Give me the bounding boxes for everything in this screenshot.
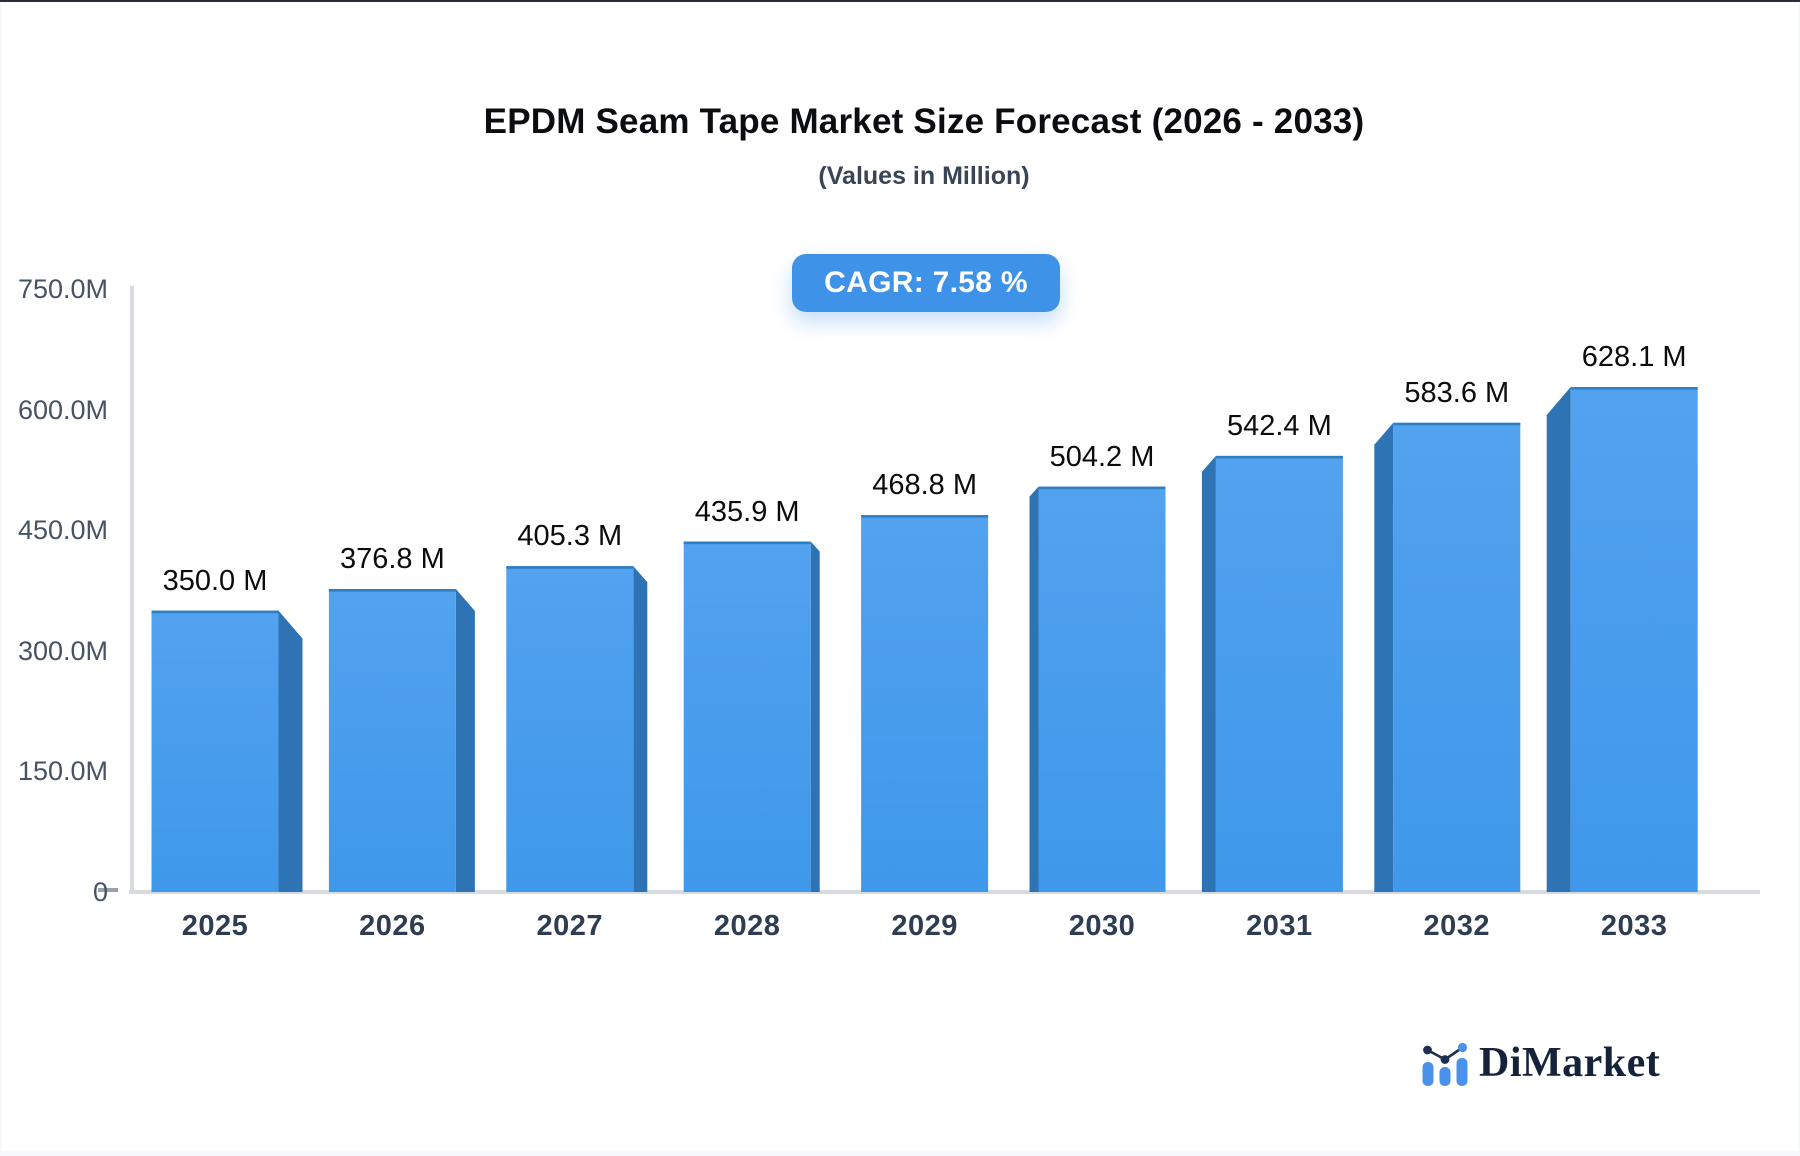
- bar-2032: [1393, 422, 1521, 892]
- bar-2026: [328, 589, 456, 892]
- bar-side-2028: [810, 541, 820, 892]
- x-category-label-2028: 2028: [713, 910, 781, 942]
- bar-side-2027: [633, 566, 648, 892]
- bar-side-2030: [1029, 486, 1039, 892]
- chart-subtitle: (Values in Million): [818, 162, 1030, 190]
- bar-value-label-2027: 405.3 M: [517, 520, 623, 553]
- y-tick-label-750: 750.0M: [17, 274, 108, 304]
- dimarket-logo: DiMarket: [1422, 1040, 1660, 1086]
- bar-value-label-2032: 583.6 M: [1404, 376, 1510, 409]
- bar-value-label-2031: 542.4 M: [1226, 409, 1332, 442]
- bar-side-2032: [1374, 422, 1394, 892]
- mini-bar-chart-trend-icon: [1422, 1042, 1468, 1086]
- y-tick-label-450: 450.0M: [17, 515, 108, 546]
- x-category-label-2031: 2031: [1246, 910, 1313, 942]
- x-category-label-2032: 2032: [1423, 910, 1491, 942]
- bar-value-label-2030: 504.2 M: [1049, 440, 1155, 473]
- y-tick-label-150: 150.0M: [17, 756, 108, 787]
- y-tick-label-600: 600.0M: [17, 394, 108, 425]
- x-category-label-2029: 2029: [891, 910, 958, 942]
- chart-title: EPDM Seam Tape Market Size Forecast (202…: [483, 102, 1365, 141]
- x-category-label-2027: 2027: [536, 910, 604, 942]
- top-border: [0, 0, 1800, 2]
- bar-2027: [506, 566, 634, 892]
- zero-tick: [98, 888, 118, 892]
- x-category-label-2025: 2025: [181, 910, 249, 942]
- bar-2030: [1038, 486, 1166, 892]
- bar-side-2026: [455, 589, 475, 892]
- bar-value-label-2029: 468.8 M: [872, 469, 977, 502]
- x-category-label-2030: 2030: [1068, 910, 1136, 942]
- x-category-label-2033: 2033: [1600, 910, 1668, 942]
- y-axis-line: [130, 286, 134, 894]
- bar-value-label-2028: 435.9 M: [694, 495, 800, 528]
- bar-value-label-2025: 350.0 M: [162, 564, 268, 597]
- brand-name: DiMarket: [1479, 1040, 1661, 1086]
- bar-side-2025: [278, 610, 303, 892]
- bar-value-label-2026: 376.8 M: [339, 543, 445, 576]
- bar-side-2033: [1546, 387, 1571, 892]
- bar-2033: [1570, 387, 1698, 892]
- bar-2025: [151, 610, 279, 892]
- bar-2028: [683, 541, 811, 892]
- y-tick-label-0: 0: [92, 877, 108, 907]
- bar-2031: [1215, 455, 1343, 892]
- cagr-badge-label: CAGR: 7.58 %: [824, 266, 1028, 299]
- y-tick-label-300: 300.0M: [17, 635, 108, 666]
- bar-value-label-2033: 628.1 M: [1581, 341, 1687, 373]
- x-category-label-2026: 2026: [359, 910, 426, 942]
- bar-2029: [861, 515, 989, 892]
- bar-side-2031: [1201, 455, 1216, 892]
- cagr-badge: CAGR: 7.58 %: [792, 254, 1060, 312]
